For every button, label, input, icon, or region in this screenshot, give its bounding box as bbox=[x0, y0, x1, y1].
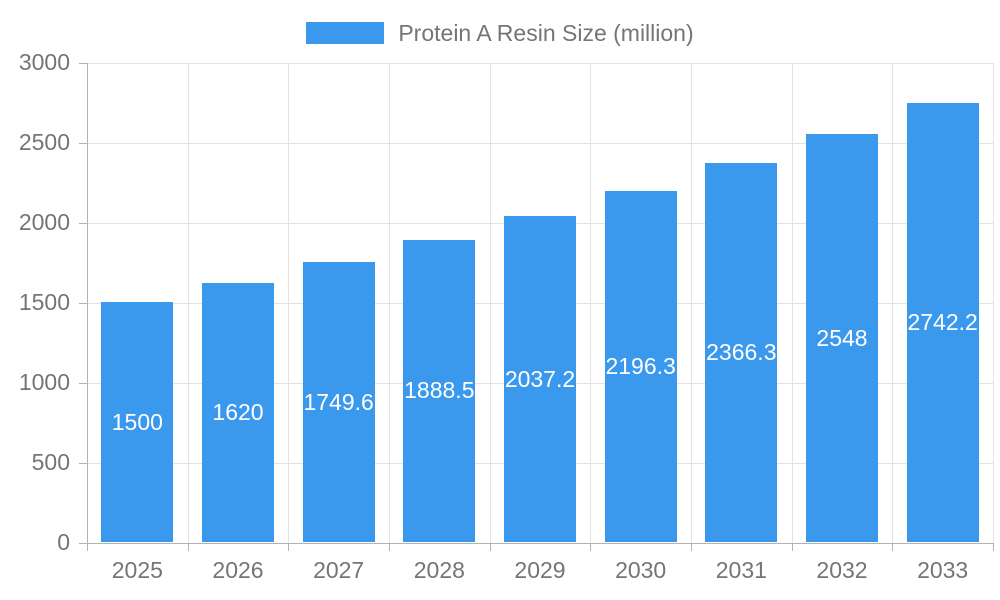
gridline bbox=[389, 63, 390, 543]
x-tick-label: 2031 bbox=[715, 557, 767, 583]
x-tick-label: 2029 bbox=[514, 557, 566, 583]
legend-label: Protein A Resin Size (million) bbox=[398, 19, 694, 46]
bar-value-label: 1888.5 bbox=[404, 377, 475, 404]
gridline bbox=[87, 143, 993, 144]
plot-area: 0 500 1000 1500 2000 2500 3000 1500 1620 1749.6 18… bbox=[19, 49, 994, 583]
bar[interactable]: 2196.3 bbox=[604, 190, 677, 542]
y-tick-mark bbox=[79, 223, 87, 224]
bar-value-label: 2037.2 bbox=[504, 365, 576, 392]
bar[interactable]: 2366.3 bbox=[705, 163, 778, 542]
x-tick-label: 2025 bbox=[111, 557, 163, 583]
bar-value-label: 2366.3 bbox=[706, 339, 777, 366]
legend: Protein A Resin Size (million) bbox=[0, 18, 1000, 48]
gridline bbox=[187, 63, 189, 543]
bar[interactable]: 1500 bbox=[101, 302, 174, 542]
x-tick-mark bbox=[791, 543, 793, 551]
y-tick-label: 2000 bbox=[18, 209, 70, 235]
bar[interactable]: 1749.6 bbox=[302, 262, 375, 542]
y-tick-label: 3000 bbox=[18, 49, 70, 75]
x-tick-mark bbox=[892, 543, 894, 551]
x-tick-mark bbox=[691, 543, 692, 551]
gridline bbox=[892, 63, 894, 543]
bar[interactable]: 1620 bbox=[202, 282, 274, 542]
x-tick-label: 2027 bbox=[313, 557, 365, 583]
bar[interactable]: 1888.5 bbox=[403, 239, 476, 542]
x-tick-mark bbox=[489, 543, 491, 551]
x-tick-mark bbox=[993, 543, 994, 551]
legend-item[interactable]: Protein A Resin Size (million) bbox=[306, 19, 694, 47]
bar-value-label: 1500 bbox=[111, 408, 163, 435]
bar[interactable]: 2742.2 bbox=[906, 103, 979, 542]
y-tick-label: 1000 bbox=[18, 369, 70, 395]
gridline bbox=[87, 63, 993, 64]
x-tick-mark bbox=[288, 543, 290, 551]
bar-value-label: 2742.2 bbox=[907, 309, 978, 336]
x-tick-label: 2030 bbox=[615, 557, 667, 583]
bar[interactable]: 2037.2 bbox=[504, 216, 576, 542]
gridline bbox=[87, 543, 993, 544]
gridline bbox=[489, 63, 491, 543]
y-tick-mark bbox=[79, 143, 87, 144]
x-tick-mark bbox=[389, 543, 390, 551]
x-tick-label: 2032 bbox=[816, 557, 868, 583]
gridline bbox=[590, 63, 592, 543]
x-tick-label: 2026 bbox=[212, 557, 264, 583]
bar-value-label: 2548 bbox=[816, 324, 868, 351]
bar[interactable]: 2548 bbox=[806, 134, 878, 542]
bar-value-label: 1749.6 bbox=[303, 388, 374, 415]
gridline bbox=[691, 63, 692, 543]
y-tick-label: 500 bbox=[31, 449, 70, 475]
gridline bbox=[288, 63, 290, 543]
gridline bbox=[993, 63, 994, 543]
y-tick-mark bbox=[79, 383, 87, 384]
y-tick-label: 0 bbox=[57, 529, 70, 555]
y-tick-label: 1500 bbox=[18, 289, 70, 315]
x-tick-label: 2028 bbox=[413, 557, 465, 583]
x-tick-mark bbox=[187, 543, 189, 551]
y-tick-mark bbox=[79, 543, 87, 544]
bar-value-label: 1620 bbox=[212, 398, 264, 425]
gridline bbox=[791, 63, 793, 543]
bar-value-label: 2196.3 bbox=[605, 352, 676, 379]
x-tick-mark bbox=[590, 543, 592, 551]
y-tick-label: 2500 bbox=[18, 129, 70, 155]
y-tick-mark bbox=[79, 463, 87, 464]
y-tick-mark bbox=[79, 303, 87, 304]
y-tick-mark bbox=[79, 63, 87, 64]
y-axis-line bbox=[87, 63, 88, 551]
x-tick-label: 2033 bbox=[917, 557, 969, 583]
legend-swatch bbox=[306, 22, 385, 44]
